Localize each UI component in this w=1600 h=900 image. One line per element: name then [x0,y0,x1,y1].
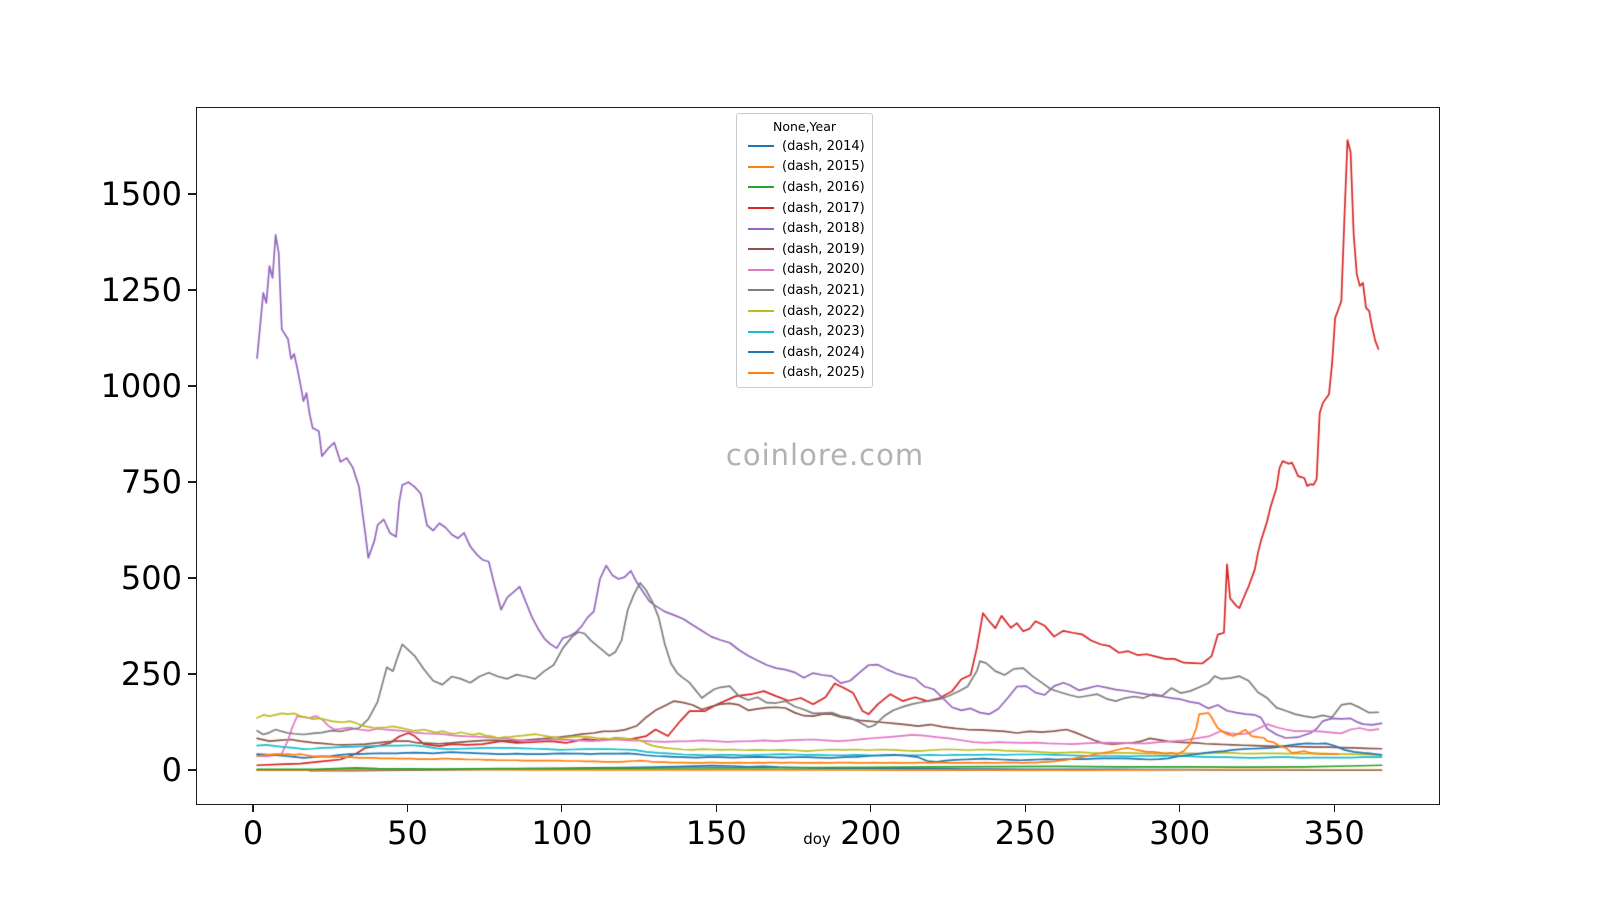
legend-entry: (dash, 2019) [737,239,872,260]
legend-entry: (dash, 2015) [737,157,872,178]
legend-entry-label: (dash, 2015) [782,159,865,175]
legend-title: None,Year [772,119,837,134]
legend-entry-label: (dash, 2021) [782,282,865,298]
legend-line-sample [748,310,774,313]
y-tick-mark [188,385,196,387]
legend-entry-label: (dash, 2016) [782,179,865,195]
x-tick-mark [406,804,409,812]
x-tick-label: 100 [531,814,593,852]
legend-line-sample [748,330,774,333]
legend-entry: (dash, 2021) [737,280,872,301]
y-tick-mark [188,577,196,579]
legend-entry: (dash, 2014) [737,136,872,157]
legend-line-sample [748,145,774,148]
y-tick-mark [188,673,196,675]
legend-entry-label: (dash, 2020) [782,262,865,278]
legend-entry: (dash, 2025) [737,363,872,384]
legend-line-sample [748,186,774,189]
x-tick-mark [1179,804,1181,812]
legend-entry-label: (dash, 2024) [782,344,865,360]
legend-line-sample [748,371,774,374]
x-axis-label: doy [803,830,831,848]
y-tick-label: 1000 [100,367,182,405]
y-tick-label: 1250 [100,271,182,309]
legend-entry: (dash, 2018) [737,218,872,239]
legend-entry: (dash, 2017) [737,198,872,219]
x-tick-label: 350 [1303,814,1365,852]
legend-entry: (dash, 2024) [737,342,872,363]
legend-entry-label: (dash, 2018) [782,221,865,237]
y-tick-mark [188,481,196,483]
legend-entry: (dash, 2016) [737,177,872,198]
x-tick-label: 50 [387,814,428,852]
x-tick-label: 250 [994,814,1056,852]
legend: None,Year (dash, 2014) (dash, 2015) (dash,… [736,113,873,389]
legend-entry: (dash, 2020) [737,260,872,281]
legend-entry-label: (dash, 2019) [782,241,865,257]
legend-entry-label: (dash, 2025) [782,365,865,381]
legend-entry-label: (dash, 2023) [782,324,865,340]
x-tick-mark [252,804,254,812]
y-tick-label: 750 [120,463,182,501]
legend-entry-label: (dash, 2022) [782,303,865,319]
y-tick-label: 250 [120,655,182,693]
x-tick-mark [715,804,717,812]
y-tick-mark [188,289,196,291]
x-tick-mark [561,804,563,812]
legend-line-sample [748,268,774,271]
y-tick-label: 1500 [100,175,182,213]
x-tick-mark [870,804,872,812]
y-tick-mark [188,193,196,195]
y-tick-label: 0 [161,751,182,789]
legend-line-sample [748,351,774,354]
x-tick-mark [1024,804,1026,812]
legend-line-sample [748,289,774,292]
x-tick-label: 0 [242,814,264,852]
x-tick-mark [1333,804,1335,812]
watermark: coinlore.com [725,438,925,472]
legend-entry-label: (dash, 2017) [782,200,865,216]
legend-entry: (dash, 2023) [737,321,872,342]
legend-line-sample [748,248,774,251]
legend-entry: (dash, 2022) [737,301,872,322]
legend-line-sample [748,207,774,210]
y-tick-mark [188,769,196,771]
legend-entry-label: (dash, 2014) [782,138,865,154]
legend-line-sample [748,227,774,230]
legend-line-sample [748,165,774,168]
x-tick-label: 200 [840,814,902,852]
x-tick-label: 300 [1149,814,1211,852]
x-tick-label: 150 [685,814,747,852]
legend-items: (dash, 2014) (dash, 2015) (dash, 2016) (das… [737,136,872,383]
y-tick-label: 500 [120,559,182,597]
